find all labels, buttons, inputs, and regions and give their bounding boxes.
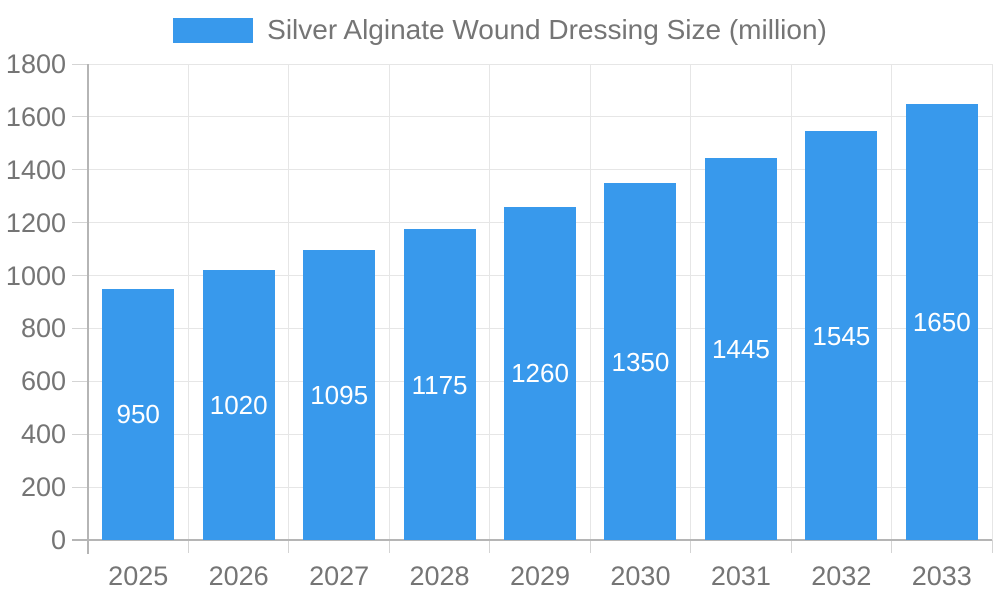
gridline-vertical — [991, 64, 993, 540]
y-axis-tick — [72, 327, 88, 329]
gridline-vertical — [489, 64, 491, 540]
x-tick-label: 2030 — [610, 561, 671, 591]
x-axis-tick — [489, 540, 491, 553]
bar-value-label: 1260 — [511, 358, 569, 389]
y-tick-label: 600 — [20, 366, 66, 397]
y-tick-label: 200 — [20, 472, 66, 503]
bar — [805, 131, 878, 540]
y-tick-label: 1600 — [5, 101, 66, 132]
y-tick-label: 800 — [20, 313, 66, 344]
y-axis-tick — [72, 222, 88, 224]
x-axis-tick — [589, 540, 591, 553]
chart-legend[interactable]: Silver Alginate Wound Dressing Size (mil… — [0, 16, 1000, 44]
bar-value-label: 950 — [116, 399, 160, 430]
y-tick-label: 1000 — [5, 260, 66, 291]
bar-value-label: 1445 — [711, 333, 770, 364]
bar-value-label: 1020 — [209, 390, 268, 421]
y-axis-tick — [72, 275, 88, 277]
gridline-vertical — [589, 64, 591, 540]
x-tick-label: 2031 — [710, 561, 771, 591]
x-tick-label: 2026 — [208, 561, 269, 591]
x-axis-tick — [690, 540, 692, 553]
x-axis-tick — [991, 540, 993, 553]
x-axis-tick — [288, 540, 290, 553]
bar-value-label: 1350 — [611, 346, 670, 377]
y-axis-tick — [72, 116, 88, 118]
x-axis-tick — [790, 540, 792, 553]
y-axis-tick — [72, 63, 88, 65]
bar — [202, 270, 275, 540]
y-tick-label: 1400 — [5, 154, 66, 185]
bar — [604, 183, 677, 540]
gridline-horizontal — [88, 169, 992, 171]
x-tick-label: 2025 — [108, 561, 169, 591]
x-axis-tick — [388, 540, 390, 553]
bar — [403, 229, 476, 540]
gridline-vertical — [891, 64, 893, 540]
y-axis-tick — [72, 433, 88, 435]
bar-value-label: 1650 — [912, 306, 971, 337]
gridline-vertical — [790, 64, 792, 540]
bar-value-label: 1175 — [411, 369, 468, 400]
x-tick-label: 2028 — [409, 561, 470, 591]
x-axis-tick — [187, 540, 189, 553]
x-tick-label: 2027 — [309, 561, 370, 591]
y-axis-tick — [72, 486, 88, 488]
gridline-vertical — [288, 64, 290, 540]
bar — [504, 206, 576, 540]
gridline-vertical — [388, 64, 390, 540]
bar — [303, 250, 376, 540]
gridline-vertical — [690, 64, 692, 540]
gridline-horizontal — [88, 116, 992, 118]
x-axis-tick — [891, 540, 893, 553]
y-tick-label: 0 — [50, 525, 66, 555]
y-axis-tick — [72, 169, 88, 171]
y-tick-label: 400 — [20, 419, 66, 450]
x-tick-label: 2032 — [811, 561, 872, 591]
legend-swatch — [173, 17, 254, 43]
y-tick-label: 1200 — [5, 207, 66, 238]
x-tick-label: 2033 — [911, 561, 972, 591]
y-axis-line — [87, 64, 89, 554]
gridline-vertical — [187, 64, 189, 540]
y-tick-label: 1800 — [5, 49, 66, 79]
x-axis-line — [72, 539, 992, 541]
x-tick-label: 2029 — [509, 561, 571, 591]
bar — [905, 103, 978, 540]
bar — [102, 288, 175, 540]
bar-value-label: 1095 — [310, 380, 369, 411]
legend-label: Silver Alginate Wound Dressing Size (mil… — [267, 14, 827, 45]
bar — [704, 157, 777, 540]
bar-value-label: 1545 — [812, 320, 871, 351]
gridline-horizontal — [88, 63, 992, 65]
y-axis-tick — [72, 380, 88, 382]
